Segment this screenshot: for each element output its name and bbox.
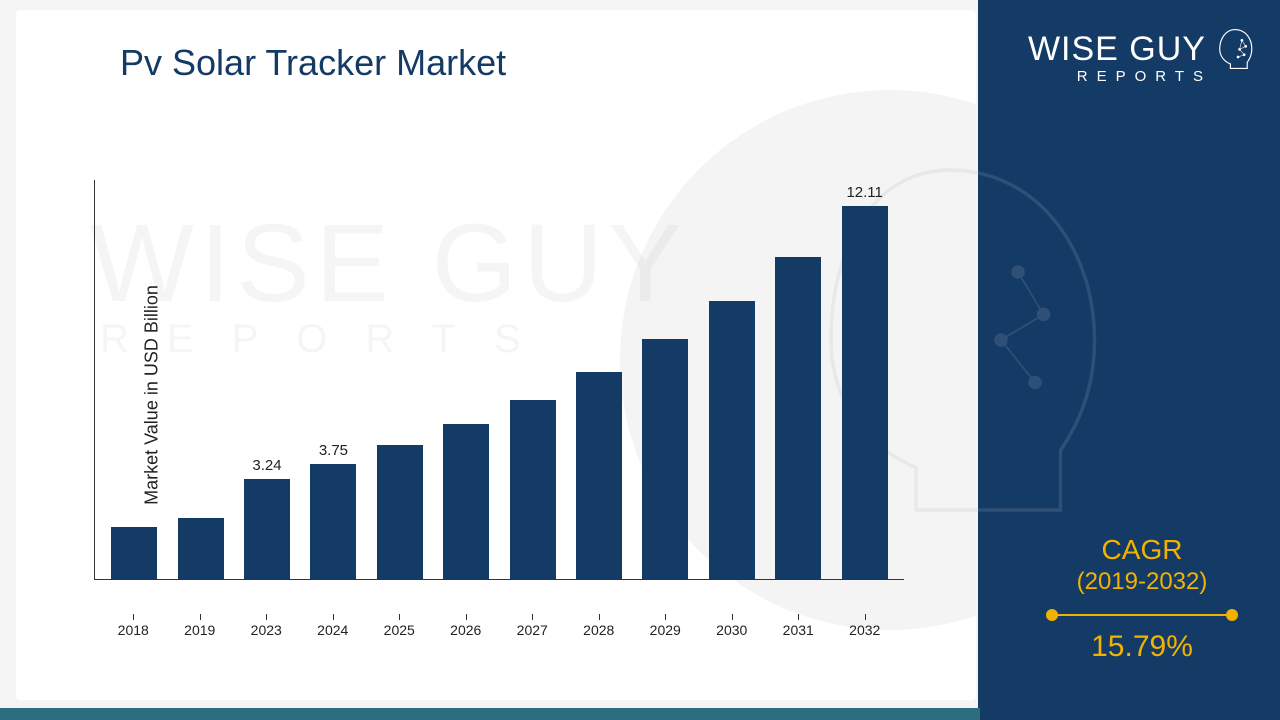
bar-col [111,527,157,579]
bar-col: 12.11 [842,206,888,579]
logo-sub-text: REPORTS [996,68,1256,85]
bar [576,372,622,579]
x-tick-label: 2028 [576,622,622,638]
cagr-separator [1052,614,1232,616]
bottom-accent-bar [0,708,980,720]
bar [642,339,688,579]
bar [111,527,157,579]
cagr-box: CAGR (2019-2032) 15.79% [1022,534,1262,664]
x-tick-label: 2023 [243,622,289,638]
bar-col [510,400,556,579]
x-tick-label: 2029 [642,622,688,638]
x-tick-label: 2030 [709,622,755,638]
logo-head-icon [1214,28,1256,70]
bar-col: 3.24 [244,479,290,579]
x-tick-label: 2031 [775,622,821,638]
plot-area: 3.24 3.75 12.11 [94,180,904,580]
logo-main-row: WISE GUY [1028,28,1256,70]
x-tick-label: 2024 [310,622,356,638]
x-tick-label: 2019 [177,622,223,638]
logo-main-text: WISE GUY [1028,30,1206,69]
bar [775,257,821,579]
bar-value-label: 3.24 [239,457,294,474]
x-axis-ticks: 2018 2019 2023 2024 2025 2026 2027 2028 2029 2030… [94,622,904,638]
bar-col [642,339,688,579]
bar [709,301,755,579]
bar-col: 3.75 [310,464,356,579]
bar-chart: Market Value in USD Billion 3.243.7512.1… [52,180,912,610]
brand-logo: WISE GUY REPORTS [996,28,1256,85]
bar-col [178,518,224,579]
bar [244,479,290,579]
bar [178,518,224,579]
cagr-value: 15.79% [1022,630,1262,664]
cagr-range: (2019-2032) [1022,568,1262,596]
x-tick-label: 2018 [110,622,156,638]
x-tick-label: 2026 [443,622,489,638]
bar-col [377,445,423,579]
bar [310,464,356,579]
bar [377,445,423,579]
cagr-label: CAGR [1022,534,1262,566]
bar [510,400,556,579]
x-tick-label: 2025 [376,622,422,638]
bar-col [443,424,489,579]
bar [443,424,489,579]
x-tick-label: 2027 [509,622,555,638]
bar-col [709,301,755,579]
page-title: Pv Solar Tracker Market [120,42,506,84]
bar-value-label: 12.11 [837,184,892,201]
bar-col [576,372,622,579]
bar-col [775,257,821,579]
bar-value-label: 3.75 [306,442,361,459]
bar [842,206,888,579]
x-tick-label: 2032 [842,622,888,638]
bars-container: 3.24 3.75 12.11 [95,180,904,579]
